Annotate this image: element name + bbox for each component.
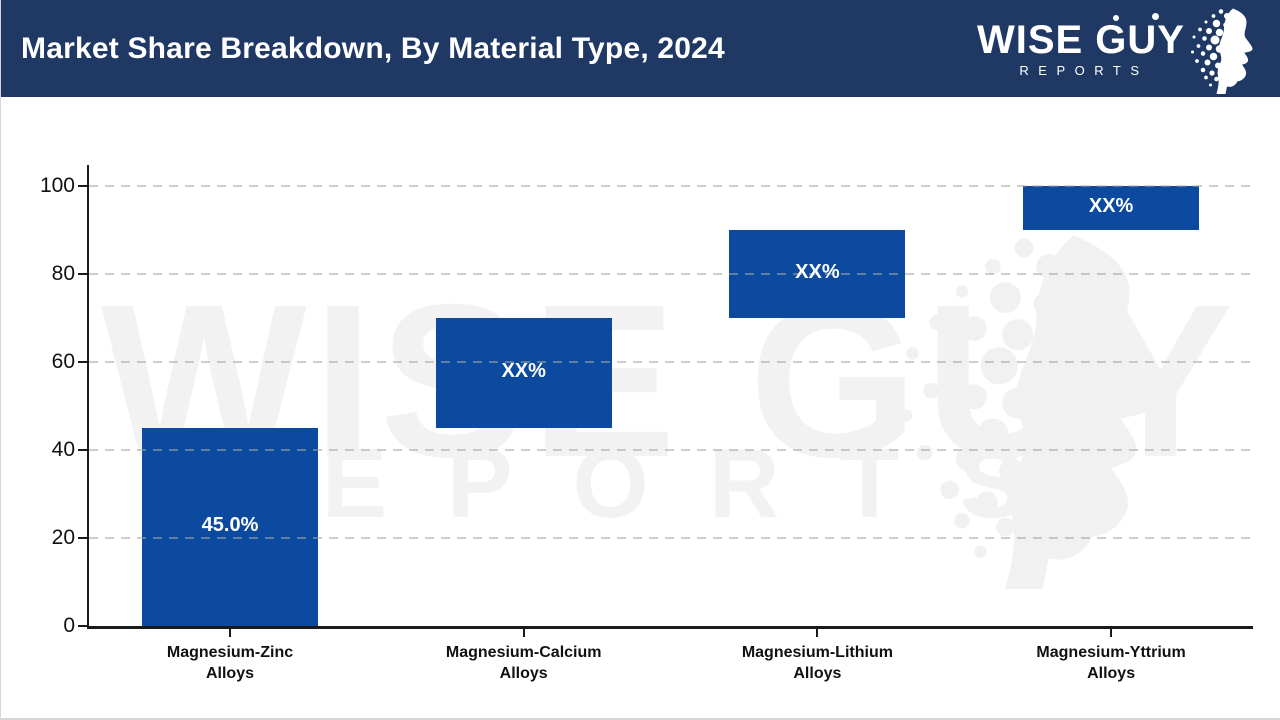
y-tick-label: 100 bbox=[39, 174, 75, 197]
y-tick-mark bbox=[78, 273, 87, 275]
category-label-line: Magnesium-Lithium bbox=[741, 644, 893, 661]
y-tick-label: 60 bbox=[51, 350, 75, 373]
bar bbox=[142, 428, 318, 626]
category-label: Magnesium-Calcium Alloys bbox=[374, 642, 674, 684]
chart-area: WISE GUY REPORTS 0 20 40 60 80 100 45.0% Magnes… bbox=[1, 97, 1280, 718]
bar-value-label: 45.0% bbox=[201, 514, 259, 536]
y-tick-label: 20 bbox=[51, 526, 75, 549]
category-label: Magnesium-Yttrium Alloys bbox=[961, 642, 1261, 684]
y-tick-mark bbox=[78, 361, 87, 363]
bar-value-label: XX% bbox=[1088, 195, 1134, 217]
y-tick-label: 40 bbox=[51, 438, 75, 461]
chart-title: Market Share Breakdown, By Material Type… bbox=[21, 31, 725, 65]
logo-subtext: REPORTS bbox=[1019, 63, 1149, 78]
wiseguy-logo: WISE GUY REPORTS bbox=[977, 4, 1280, 94]
gridline bbox=[89, 273, 1253, 275]
gridline bbox=[89, 361, 1253, 363]
category-label-line: Magnesium-Zinc bbox=[166, 644, 294, 661]
x-tick-mark bbox=[522, 629, 525, 637]
category-label: Magnesium-Zinc Alloys bbox=[80, 642, 380, 684]
y-tick-mark bbox=[78, 185, 87, 187]
category-label-line: Alloys bbox=[205, 665, 254, 682]
y-axis bbox=[87, 165, 89, 629]
logo-face-icon bbox=[1171, 4, 1271, 94]
x-tick-mark bbox=[1110, 629, 1113, 637]
logo-accent-dot-icon bbox=[1113, 15, 1119, 21]
x-tick-mark bbox=[816, 629, 819, 637]
category-label-line: Alloys bbox=[793, 665, 842, 682]
bar bbox=[435, 318, 612, 428]
y-tick-mark bbox=[78, 449, 87, 451]
category-label-line: Magnesium-Calcium bbox=[445, 644, 602, 661]
x-axis bbox=[87, 626, 1253, 629]
logo-wordmark: WISE GUY bbox=[976, 18, 1185, 62]
gridline bbox=[89, 537, 1253, 539]
y-tick-label: 80 bbox=[51, 262, 75, 285]
gridline bbox=[89, 449, 1253, 451]
y-tick-label: 0 bbox=[63, 614, 75, 637]
category-label-line: Alloys bbox=[499, 665, 548, 682]
category-label-line: Alloys bbox=[1087, 665, 1136, 682]
bar bbox=[1023, 186, 1200, 230]
category-label-line: Magnesium-Yttrium bbox=[1036, 644, 1186, 661]
bar-value-label: XX% bbox=[501, 360, 546, 382]
x-tick-mark bbox=[229, 629, 231, 637]
watermark-reports: REPORTS bbox=[191, 428, 1085, 538]
y-tick-mark bbox=[78, 625, 87, 627]
category-label: Magnesium-Lithium Alloys bbox=[667, 642, 967, 684]
bar-value-label: XX% bbox=[795, 261, 840, 283]
header-bar: Market Share Breakdown, By Material Type… bbox=[1, 0, 1280, 97]
logo-wordmark-block: WISE GUY REPORTS bbox=[976, 13, 1185, 78]
gridline bbox=[89, 185, 1253, 187]
y-tick-mark bbox=[78, 537, 87, 539]
logo-accent-dot-icon bbox=[1152, 13, 1159, 20]
